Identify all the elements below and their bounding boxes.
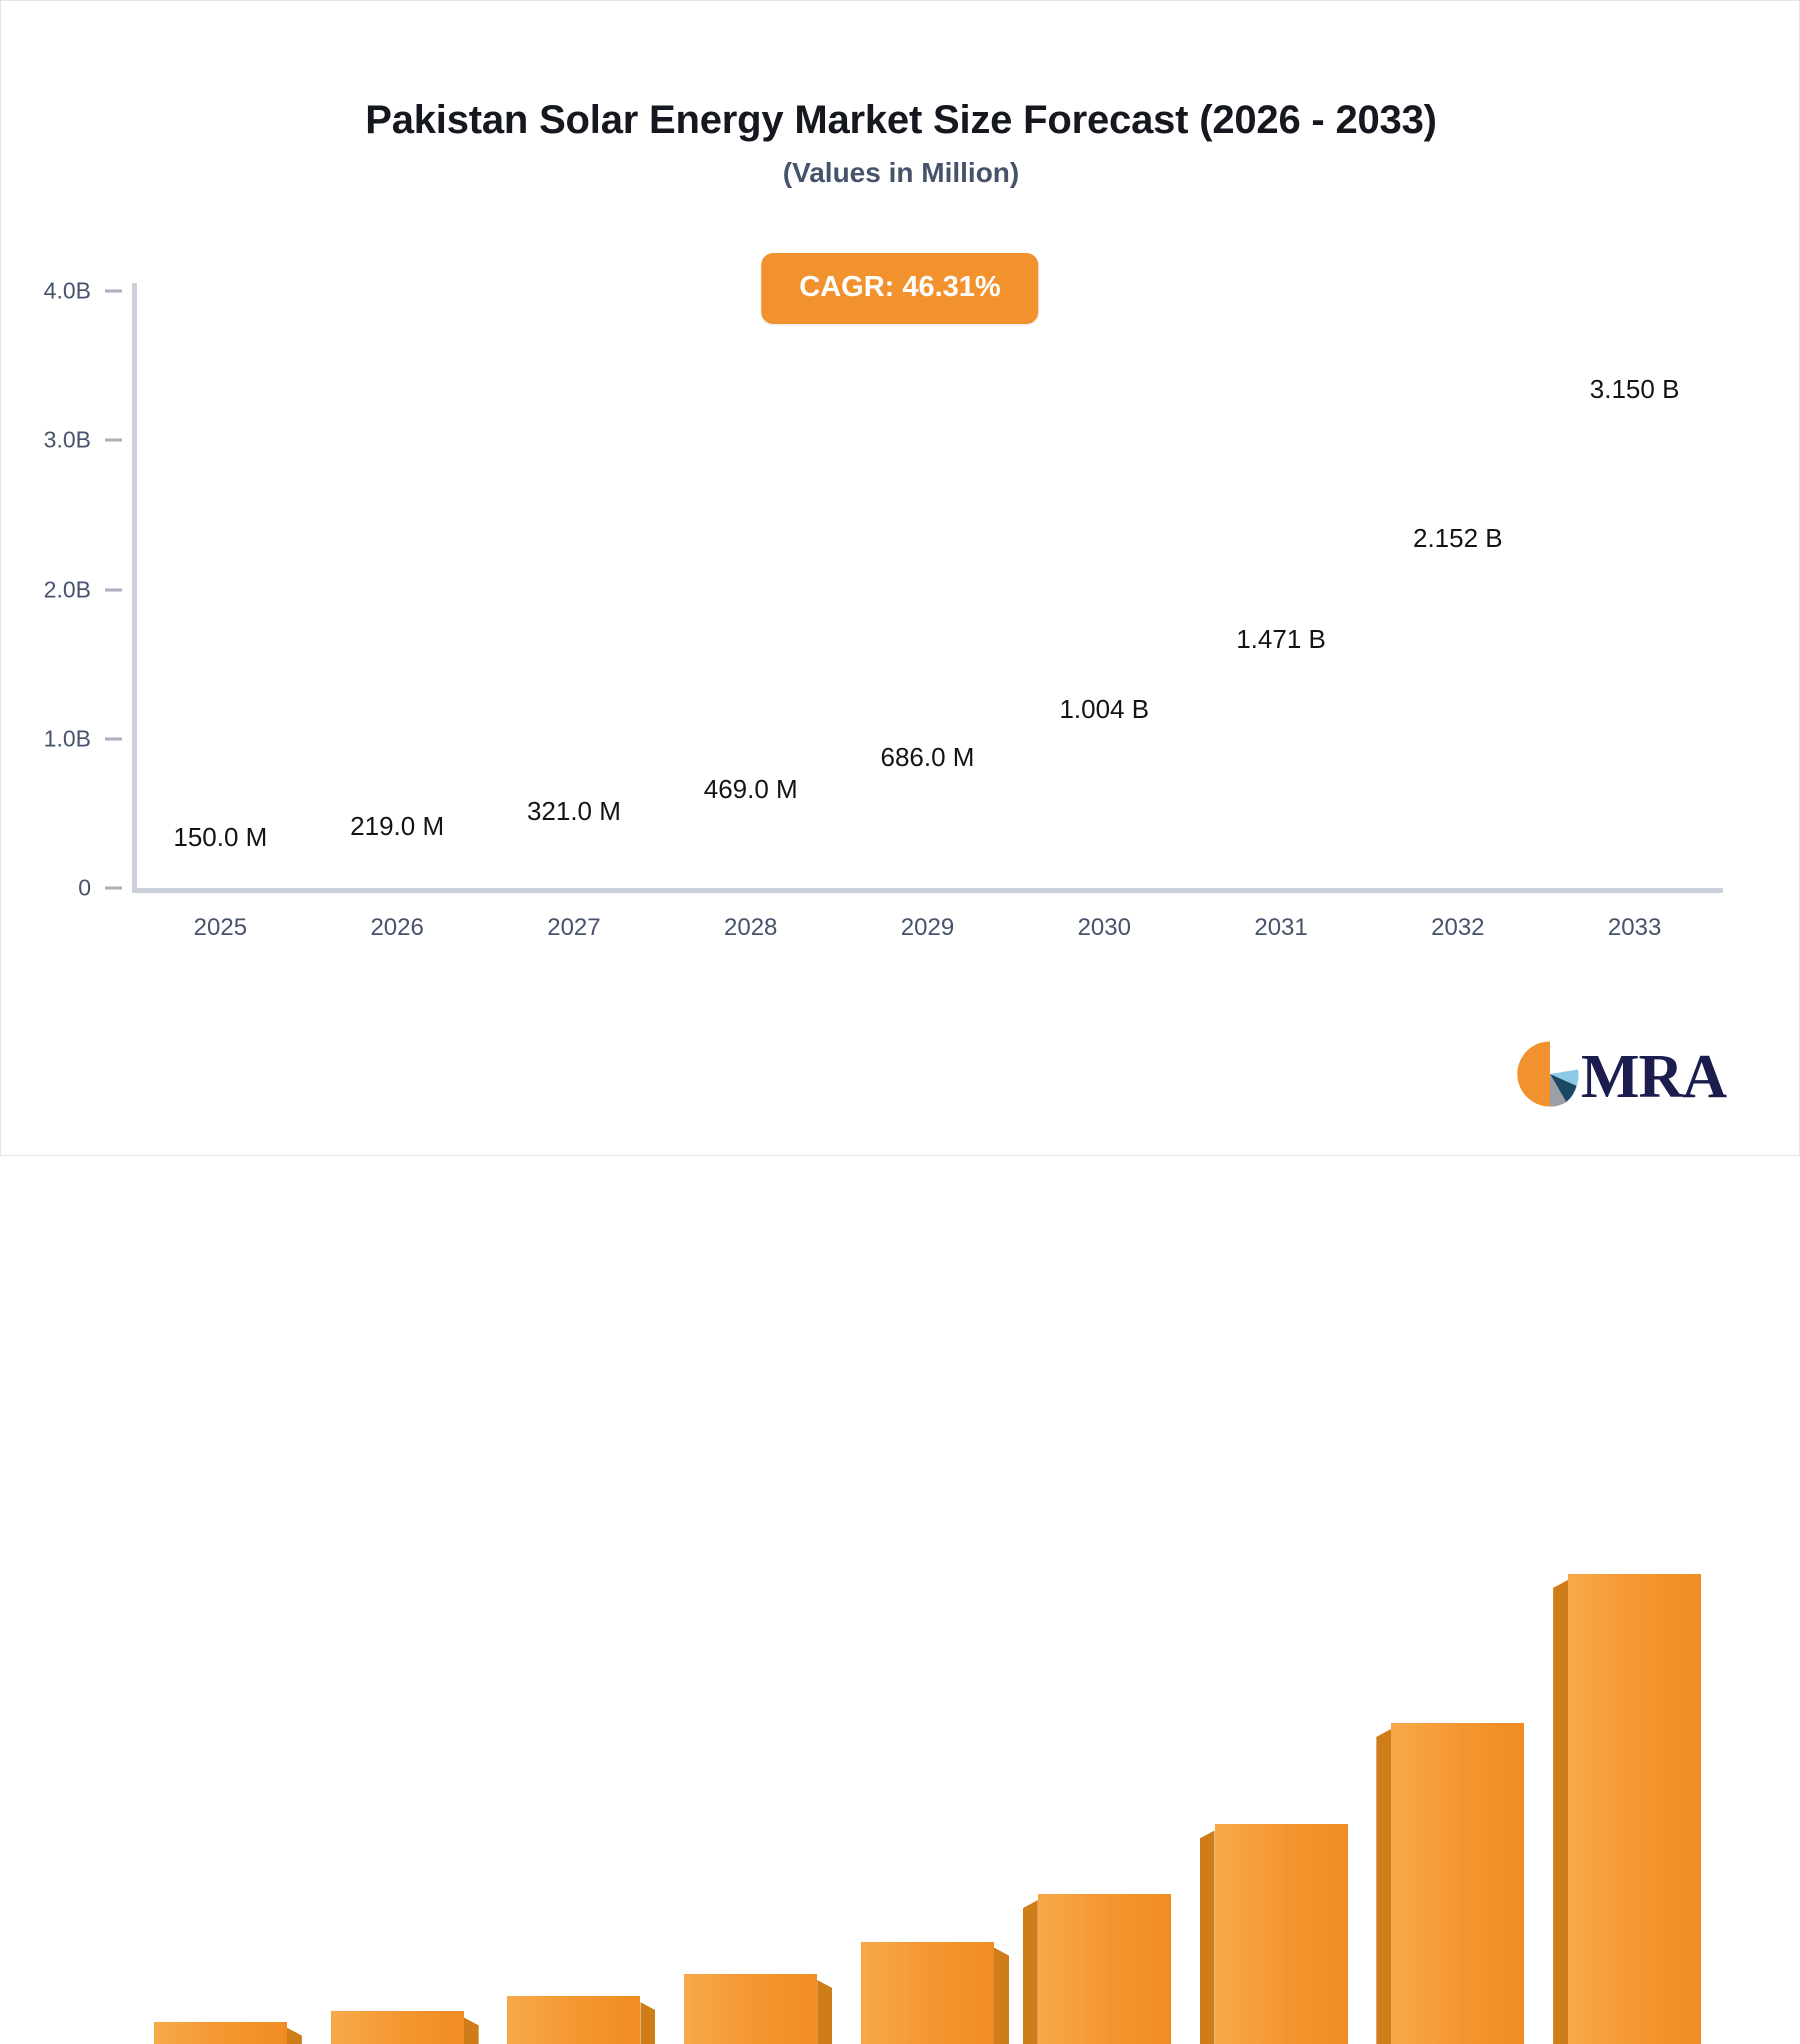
cagr-badge: CAGR: 46.31% <box>761 253 1039 324</box>
bar-value-label: 1.471 B <box>1236 624 1326 655</box>
bar-side-face <box>817 1980 833 2044</box>
chart-subtitle: (Values in Million) <box>782 157 1020 188</box>
bar-side-face <box>1553 1579 1569 2044</box>
y-axis-tick-label: 4.0B <box>43 277 91 304</box>
y-axis-tick-label: 2.0B <box>43 576 91 602</box>
x-axis-tick-label-2032: 2032 <box>1431 914 1485 941</box>
y-axis-tick-mark <box>105 737 122 741</box>
bar-front-face <box>1037 1894 1171 2044</box>
y-axis-tick-mark <box>105 588 122 591</box>
bar-value-label: 150.0 M <box>173 821 268 852</box>
x-axis-tick-label-2026: 2026 <box>370 914 424 941</box>
mra-logo: MRA <box>1513 1037 1727 1116</box>
y-axis-tick-mark <box>105 289 122 293</box>
bar-side-face <box>1376 1728 1392 2044</box>
x-axis-tick-label-2030: 2030 <box>1077 914 1131 941</box>
pie-chart-icon <box>1513 1037 1587 1116</box>
bar-front-face <box>330 2011 464 2044</box>
x-axis-tick-label-2027: 2027 <box>547 914 601 941</box>
bar-value-label: 321.0 M <box>526 796 621 827</box>
bar-value-label: 3.150 B <box>1589 373 1680 404</box>
title-block: Pakistan Solar Energy Market Size Foreca… <box>1 97 1800 189</box>
y-axis-tick-mark <box>105 438 122 442</box>
y-axis-tick-label: 0 <box>78 874 91 901</box>
bar-value-label: 1.004 B <box>1059 694 1150 725</box>
x-axis-tick-label-2028: 2028 <box>724 914 778 941</box>
bar-value-label: 219.0 M <box>350 811 445 842</box>
x-axis-tick-label-2029: 2029 <box>900 914 955 941</box>
x-axis-tick-label-2025: 2025 <box>193 914 248 941</box>
bar-side-face <box>286 2027 302 2044</box>
bar-side-face <box>640 2002 656 2044</box>
bar-front-face <box>861 1941 994 2044</box>
bar-side-face <box>1199 1830 1215 2044</box>
y-axis-line <box>132 283 137 888</box>
x-axis-line <box>132 888 1723 893</box>
bar-front-face <box>1214 1824 1348 2044</box>
page-title: Pakistan Solar Energy Market Size Foreca… <box>365 98 1437 142</box>
bar-front-face <box>684 1974 818 2044</box>
x-axis-tick-label-2033: 2033 <box>1607 914 1662 941</box>
bar-value-label: 686.0 M <box>880 741 975 772</box>
bar-value-label: 469.0 M <box>703 774 798 804</box>
bar-front-face <box>1391 1722 1525 2044</box>
y-axis-tick-label: 3.0B <box>43 426 91 453</box>
bar-side-face <box>1022 1900 1038 2044</box>
bar-side-face <box>994 1947 1009 2044</box>
x-axis-tick-label-2031: 2031 <box>1254 914 1308 941</box>
y-axis-tick-label: 1.0B <box>43 725 91 752</box>
bar-front-face <box>507 1996 641 2044</box>
bar-front-face <box>1568 1573 1702 2044</box>
bar-front-face <box>153 2021 287 2044</box>
y-axis-tick-mark <box>105 886 122 890</box>
bar-value-label: 2.152 B <box>1413 522 1503 553</box>
logo-text: MRA <box>1581 1042 1727 1111</box>
bar-side-face <box>463 2017 479 2044</box>
